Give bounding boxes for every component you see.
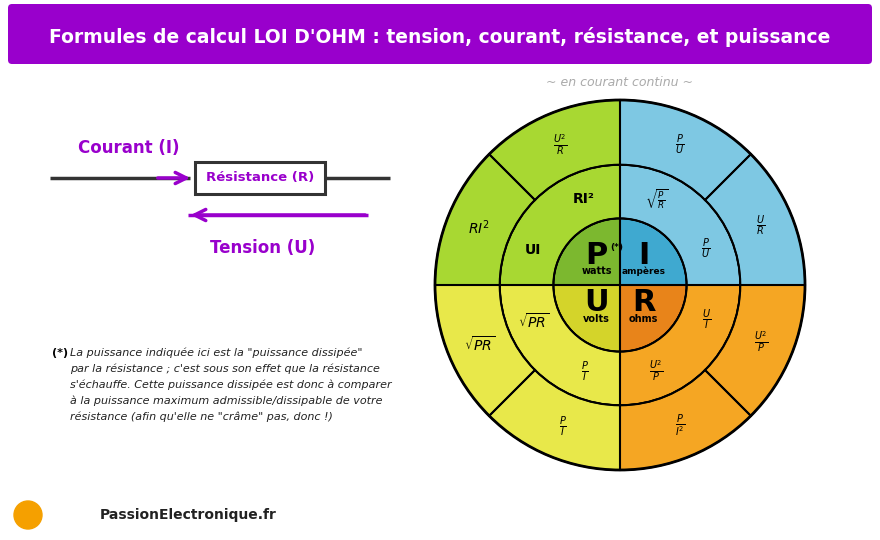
Text: $\sqrt{PR}$: $\sqrt{PR}$: [464, 335, 495, 354]
Wedge shape: [705, 285, 805, 416]
Wedge shape: [620, 218, 686, 285]
Wedge shape: [620, 370, 751, 470]
Wedge shape: [435, 154, 535, 285]
Text: P: P: [585, 241, 607, 270]
Text: Formules de calcul LOI D'OHM : tension, courant, résistance, et puissance: Formules de calcul LOI D'OHM : tension, …: [49, 27, 831, 47]
FancyBboxPatch shape: [195, 162, 325, 194]
Text: volts: volts: [583, 314, 610, 323]
Wedge shape: [620, 100, 751, 200]
Wedge shape: [554, 285, 620, 352]
Text: ~ en courant continu ~: ~ en courant continu ~: [546, 76, 693, 89]
Text: $\frac{P}{I}$: $\frac{P}{I}$: [559, 414, 567, 438]
Text: $\frac{U}{I}$: $\frac{U}{I}$: [702, 308, 711, 332]
Text: $\sqrt{\frac{P}{R}}$: $\sqrt{\frac{P}{R}}$: [645, 187, 668, 211]
Text: Résistance (R): Résistance (R): [206, 172, 314, 185]
Text: (*): (*): [611, 244, 623, 253]
Text: R: R: [632, 288, 656, 317]
Text: I: I: [638, 241, 649, 270]
Text: à la puissance maximum admissible/dissipable de votre: à la puissance maximum admissible/dissip…: [70, 396, 383, 407]
Wedge shape: [500, 165, 620, 285]
Circle shape: [14, 501, 42, 529]
Text: watts: watts: [581, 266, 612, 276]
Wedge shape: [500, 285, 620, 405]
Text: U: U: [584, 288, 609, 317]
Text: (*): (*): [52, 348, 68, 358]
Text: $\frac{U^2}{P}$: $\frac{U^2}{P}$: [754, 330, 769, 354]
Text: ampères: ampères: [621, 267, 665, 276]
Wedge shape: [489, 370, 620, 470]
Text: s'échauffe. Cette puissance dissipée est donc à comparer: s'échauffe. Cette puissance dissipée est…: [70, 380, 392, 390]
Text: $\frac{U^2}{P}$: $\frac{U^2}{P}$: [649, 359, 664, 383]
Wedge shape: [620, 285, 740, 405]
Text: RI²: RI²: [573, 192, 594, 206]
Text: $\frac{P}{I^2}$: $\frac{P}{I^2}$: [675, 413, 685, 438]
Wedge shape: [705, 154, 805, 285]
Text: $\frac{P}{U}$: $\frac{P}{U}$: [675, 132, 684, 157]
Text: ohms: ohms: [629, 314, 658, 323]
Text: $\frac{U}{R}$: $\frac{U}{R}$: [756, 213, 765, 238]
Wedge shape: [435, 285, 535, 416]
Wedge shape: [554, 218, 620, 285]
Text: La puissance indiquée ici est la "puissance dissipée": La puissance indiquée ici est la "puissa…: [70, 348, 363, 359]
Text: $\frac{P}{I}$: $\frac{P}{I}$: [581, 360, 589, 384]
Text: résistance (afin qu'elle ne "crâme" pas, donc !): résistance (afin qu'elle ne "crâme" pas,…: [70, 412, 333, 422]
Text: $\frac{P}{U}$: $\frac{P}{U}$: [701, 237, 710, 261]
Wedge shape: [489, 100, 620, 200]
Text: par la résistance ; c'est sous son effet que la résistance: par la résistance ; c'est sous son effet…: [70, 364, 380, 375]
Text: $\frac{U^2}{R}$: $\frac{U^2}{R}$: [554, 132, 568, 157]
Text: Tension (U): Tension (U): [210, 239, 315, 257]
Wedge shape: [620, 285, 686, 352]
Text: UI: UI: [525, 243, 541, 257]
Text: PassionElectronique.fr: PassionElectronique.fr: [100, 508, 277, 522]
Text: Courant (I): Courant (I): [78, 139, 180, 157]
FancyBboxPatch shape: [8, 4, 872, 64]
Text: $\sqrt{PR}$: $\sqrt{PR}$: [518, 312, 550, 331]
Text: $RI^2$: $RI^2$: [467, 219, 489, 237]
Wedge shape: [620, 165, 740, 285]
